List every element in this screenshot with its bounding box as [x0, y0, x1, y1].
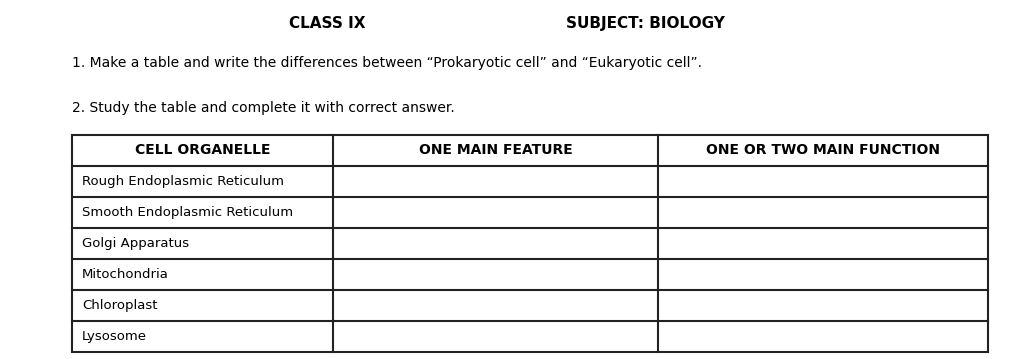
- Text: ONE OR TWO MAIN FUNCTION: ONE OR TWO MAIN FUNCTION: [707, 143, 940, 157]
- Bar: [72, 135, 988, 352]
- Text: ONE MAIN FEATURE: ONE MAIN FEATURE: [419, 143, 572, 157]
- Text: CLASS IX: CLASS IX: [290, 16, 366, 31]
- Text: 2. Study the table and complete it with correct answer.: 2. Study the table and complete it with …: [72, 101, 455, 115]
- Text: Lysosome: Lysosome: [82, 330, 146, 343]
- Text: CELL ORGANELLE: CELL ORGANELLE: [134, 143, 270, 157]
- Text: 1. Make a table and write the differences between “Prokaryotic cell” and “Eukary: 1. Make a table and write the difference…: [72, 56, 701, 70]
- Text: Smooth Endoplasmic Reticulum: Smooth Endoplasmic Reticulum: [82, 206, 293, 219]
- Text: Chloroplast: Chloroplast: [82, 299, 158, 312]
- Text: Golgi Apparatus: Golgi Apparatus: [82, 237, 189, 250]
- Text: SUBJECT: BIOLOGY: SUBJECT: BIOLOGY: [565, 16, 725, 31]
- Text: Mitochondria: Mitochondria: [82, 268, 169, 281]
- Text: Rough Endoplasmic Reticulum: Rough Endoplasmic Reticulum: [82, 175, 284, 188]
